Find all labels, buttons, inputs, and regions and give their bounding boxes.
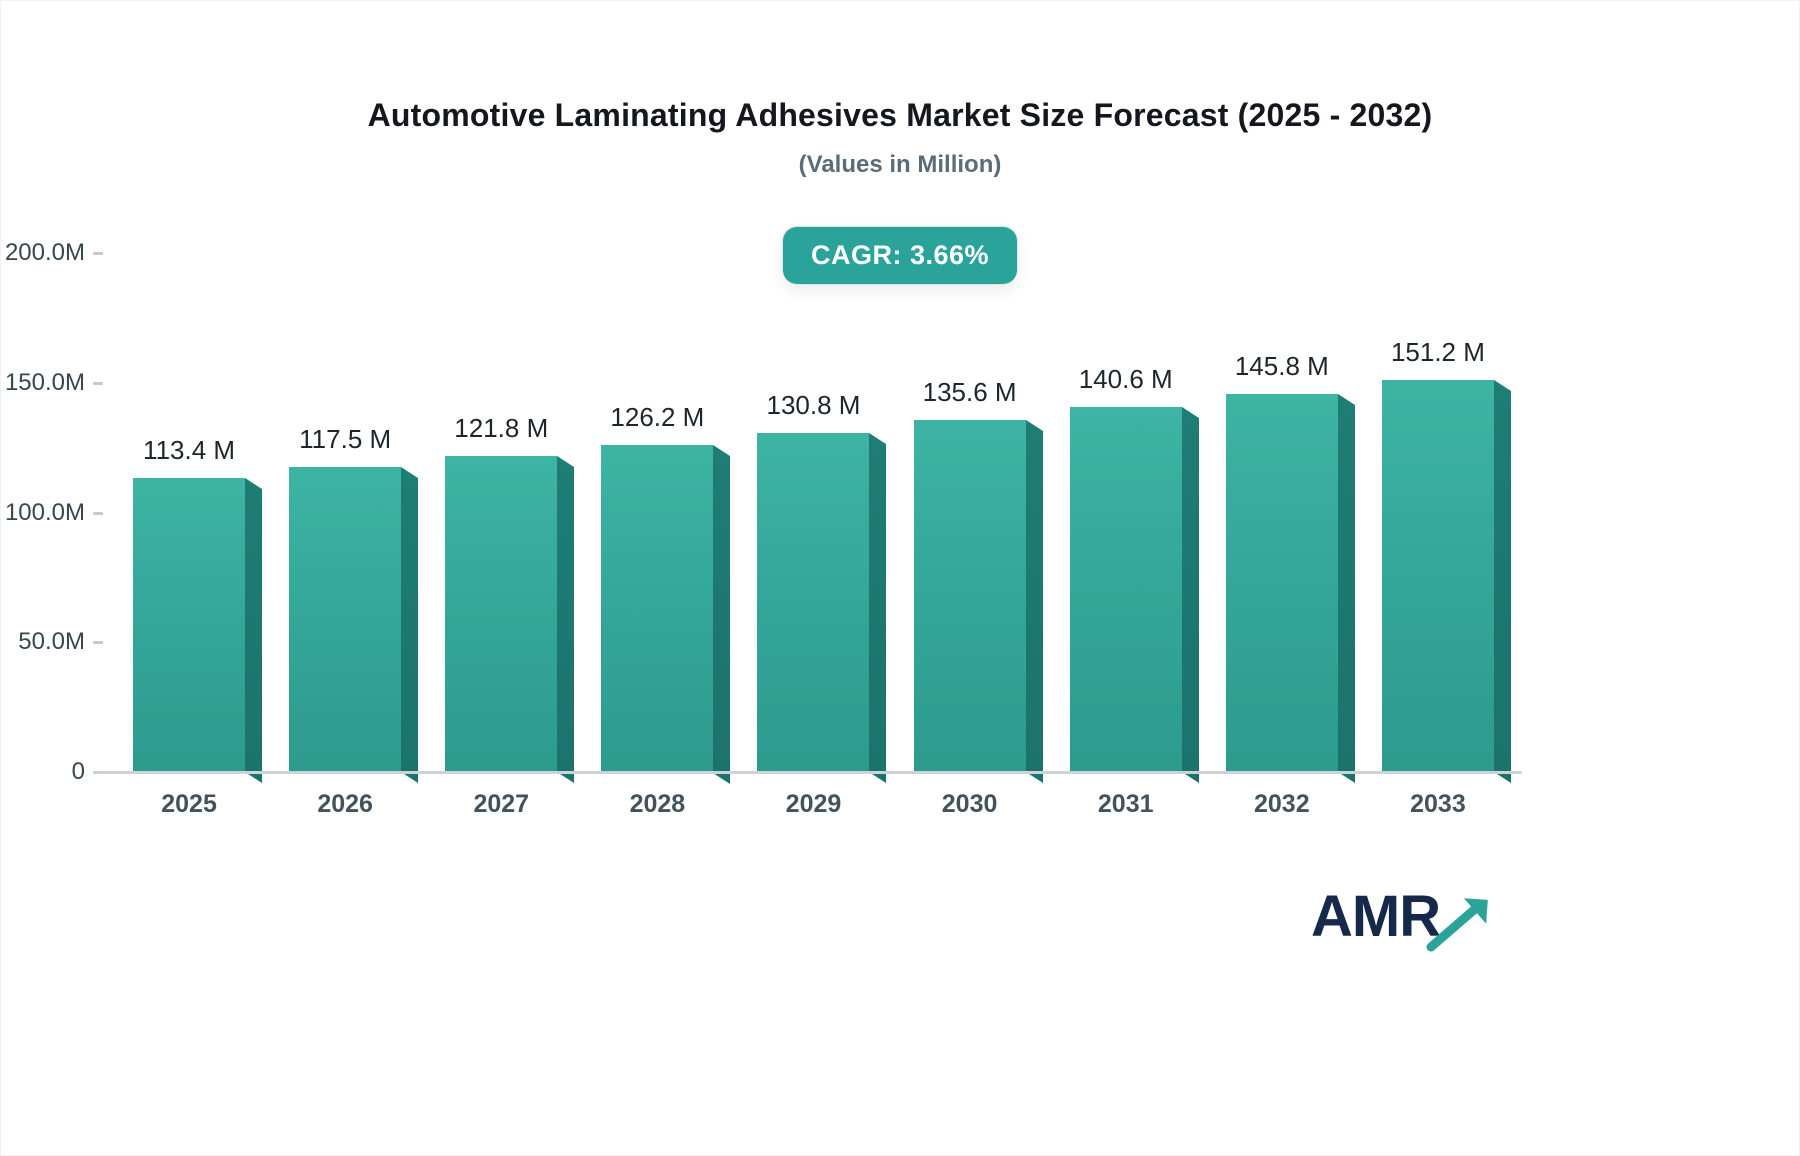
y-axis-tick-mark xyxy=(93,252,103,255)
x-axis-label: 2028 xyxy=(629,790,686,818)
bar-slot: 140.6 M 2031 xyxy=(1048,253,1204,818)
bar-slot: 151.2 M 2033 xyxy=(1360,253,1516,818)
y-axis-tick-label: 50.0M xyxy=(18,628,85,656)
bar-side-face xyxy=(1025,420,1043,784)
bar-slot: 135.6 M 2030 xyxy=(892,253,1048,818)
bar-2031: 140.6 M xyxy=(1069,364,1199,784)
bar-side-face xyxy=(1493,379,1511,784)
y-axis-tick-mark xyxy=(93,641,103,645)
plot-area: 113.4 M 2025 117.5 M 2026 121.8 M 2027 126.2 M… xyxy=(97,253,1522,818)
chart-subtitle: (Values in Million) xyxy=(798,151,1002,178)
bar-slot: 126.2 M 2028 xyxy=(579,253,735,818)
bar-value-label: 117.5 M xyxy=(299,424,392,455)
y-axis-tick-label: 150.0M xyxy=(4,368,85,396)
bar-side-face xyxy=(713,444,731,784)
bar-value-label: 135.6 M xyxy=(922,377,1017,408)
y-axis-tick-label: 200.0M xyxy=(4,239,85,266)
bar-value-label: 126.2 M xyxy=(610,401,705,432)
bar-slot: 117.5 M 2026 xyxy=(267,253,423,818)
bar-slot: 145.8 M 2032 xyxy=(1204,253,1360,818)
bar-2033: 151.2 M xyxy=(1381,337,1511,784)
bar-value-label: 130.8 M xyxy=(766,389,861,420)
x-axis-line xyxy=(97,771,1522,774)
bar-slot: 130.8 M 2029 xyxy=(735,253,891,818)
bar-2032: 145.8 M xyxy=(1225,351,1355,784)
bar-2029: 130.8 M xyxy=(757,390,887,784)
bar-value-label: 113.4 M xyxy=(143,434,236,465)
bar-value-label: 140.6 M xyxy=(1078,364,1173,395)
bar-side-face xyxy=(1181,407,1199,784)
y-axis: 200.0M 150.0M 100.0M 50.0M 0 xyxy=(1,239,107,785)
y-axis-tick-mark xyxy=(93,511,103,515)
x-axis-label: 2027 xyxy=(473,790,530,818)
bar-2026: 117.5 M xyxy=(289,424,419,784)
cagr-badge-row: CAGR: 3.66% xyxy=(1,227,1799,284)
chart-title: Automotive Laminating Adhesives Market S… xyxy=(367,97,1433,133)
amr-logo: AMR xyxy=(1311,883,1488,959)
x-axis-label: 2029 xyxy=(785,790,842,818)
bar-value-label: 151.2 M xyxy=(1390,336,1485,367)
x-axis-label: 2031 xyxy=(1097,790,1154,818)
bar-value-label: 121.8 M xyxy=(454,412,549,443)
bar-2028: 126.2 M xyxy=(601,402,731,784)
bar-value-label: 145.8 M xyxy=(1234,350,1329,381)
bar-side-face xyxy=(401,467,419,784)
x-axis-label: 2030 xyxy=(941,790,998,818)
y-axis-tick-label: 100.0M xyxy=(4,498,85,526)
bar-side-face xyxy=(557,455,575,784)
y-axis-tick-mark xyxy=(93,381,103,385)
x-axis-label: 2025 xyxy=(161,790,217,818)
amr-logo-text: AMR xyxy=(1311,884,1441,949)
bar-2025: 113.4 M xyxy=(133,435,263,784)
bar-slot: 121.8 M 2027 xyxy=(423,253,579,818)
bar-side-face xyxy=(869,432,887,784)
cagr-badge: CAGR: 3.66% xyxy=(782,227,1018,284)
x-axis-label: 2026 xyxy=(317,790,373,818)
bar-2027: 121.8 M xyxy=(445,413,575,784)
x-axis-label: 2032 xyxy=(1254,790,1310,818)
x-axis-label: 2033 xyxy=(1410,790,1466,818)
bar-2030: 135.6 M xyxy=(913,377,1043,784)
bar-side-face xyxy=(1337,393,1355,784)
y-axis-tick-label: 0 xyxy=(71,758,85,785)
bar-side-face xyxy=(245,477,263,784)
bar-series: 113.4 M 2025 117.5 M 2026 121.8 M 2027 126.2 M… xyxy=(111,253,1516,818)
bar-slot: 113.4 M 2025 xyxy=(111,253,267,818)
